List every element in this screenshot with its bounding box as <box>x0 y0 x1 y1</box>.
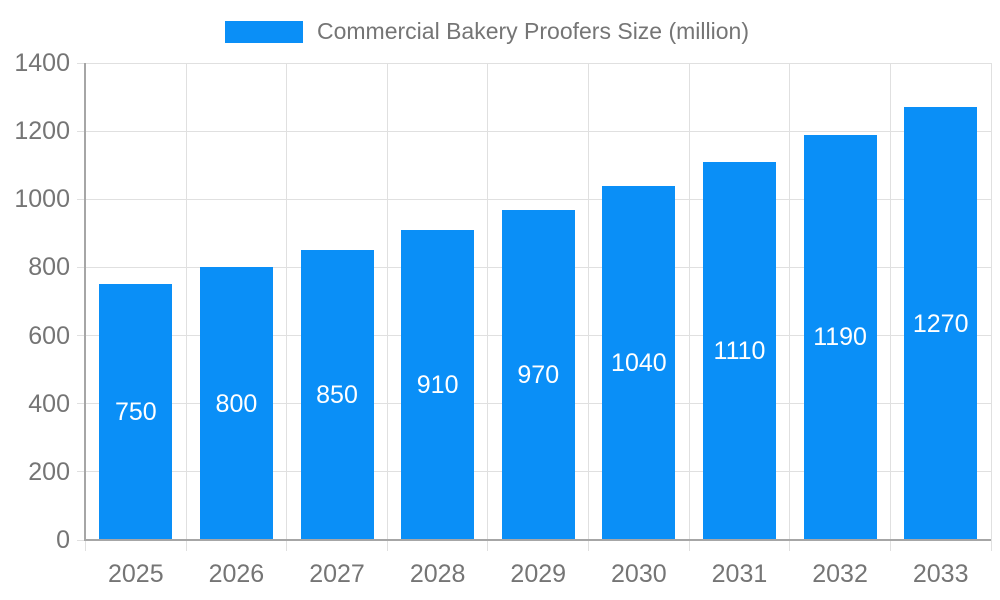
x-axis-label: 2030 <box>611 560 667 588</box>
x-axis-line <box>84 539 991 541</box>
x-tick <box>588 540 590 551</box>
y-tick <box>77 539 86 541</box>
bar-value-label: 1040 <box>611 348 667 377</box>
x-gridline <box>789 63 791 540</box>
x-tick <box>286 540 288 551</box>
bar-2028[interactable] <box>401 229 475 540</box>
x-axis-label: 2032 <box>812 560 868 588</box>
y-axis-label: 600 <box>28 321 70 350</box>
y-axis-label: 200 <box>28 457 70 486</box>
x-gridline <box>990 63 992 540</box>
x-gridline <box>386 63 388 540</box>
x-tick <box>889 540 891 551</box>
bar-2025[interactable] <box>99 284 173 540</box>
x-tick <box>487 540 489 551</box>
x-tick <box>789 540 791 551</box>
x-tick <box>990 540 992 551</box>
x-gridline <box>889 63 891 540</box>
legend-label[interactable]: Commercial Bakery Proofers Size (million… <box>317 18 749 44</box>
bar-2032[interactable] <box>803 134 877 540</box>
x-axis-label: 2029 <box>510 560 567 588</box>
y-gridline <box>77 198 991 200</box>
bar-value-label: 1190 <box>813 323 867 352</box>
y-axis-label: 1000 <box>14 185 70 214</box>
x-gridline <box>688 63 690 540</box>
bar-value-label: 1270 <box>912 309 969 338</box>
bar-value-label: 800 <box>215 389 258 418</box>
bar-value-label: 750 <box>114 398 157 427</box>
x-axis-label: 2026 <box>208 560 265 588</box>
x-tick <box>688 540 690 551</box>
bar-value-label: 970 <box>517 360 560 389</box>
legend-swatch[interactable] <box>225 20 303 43</box>
bar-2031[interactable] <box>702 161 776 540</box>
x-tick <box>386 540 388 551</box>
bar-value-label: 850 <box>316 381 358 410</box>
x-axis-label: 2025 <box>107 560 164 588</box>
y-gridline <box>77 62 991 64</box>
bar-value-label: 910 <box>416 370 459 399</box>
x-tick <box>185 540 187 551</box>
x-gridline <box>588 63 590 540</box>
bar-2029[interactable] <box>501 209 575 540</box>
y-axis-line <box>84 63 86 540</box>
y-gridline <box>77 130 991 132</box>
y-axis-label: 800 <box>28 253 70 282</box>
bar-2033[interactable] <box>904 107 978 540</box>
x-axis-label: 2027 <box>309 560 365 588</box>
y-axis-label: 1400 <box>14 49 70 77</box>
bar-2026[interactable] <box>199 267 273 540</box>
bar-2030[interactable] <box>602 185 676 540</box>
y-axis-label: 0 <box>56 526 70 554</box>
x-gridline <box>185 63 187 540</box>
legend-item[interactable]: Commercial Bakery Proofers Size (million… <box>225 18 749 45</box>
x-axis-label: 2028 <box>409 560 466 588</box>
bar-2027[interactable] <box>300 250 374 540</box>
y-axis-label: 1200 <box>14 117 70 146</box>
x-gridline <box>286 63 288 540</box>
y-axis-label: 400 <box>28 389 70 418</box>
x-axis-label: 2033 <box>912 560 969 588</box>
x-gridline <box>487 63 489 540</box>
x-axis-label: 2031 <box>711 560 768 588</box>
x-tick <box>85 540 86 551</box>
bar-value-label: 1110 <box>713 336 766 365</box>
